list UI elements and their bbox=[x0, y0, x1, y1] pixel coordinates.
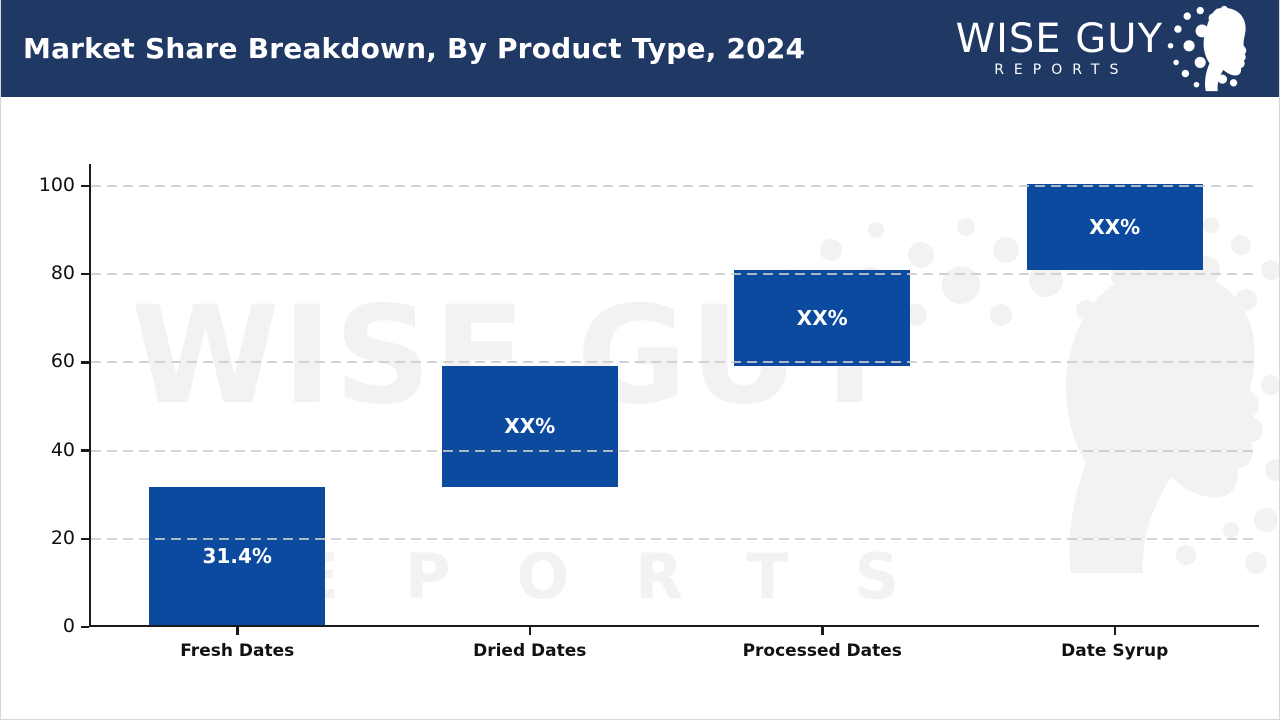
bar-dried-dates: XX% bbox=[441, 365, 618, 487]
bar-fresh-dates: 31.4% bbox=[149, 486, 326, 625]
logo-wordmark: WISE GUY bbox=[955, 16, 1163, 62]
y-tick-20 bbox=[81, 537, 89, 541]
gridline-40 bbox=[91, 449, 1259, 452]
x-category-label: Fresh Dates bbox=[180, 641, 295, 661]
y-tick-label: 100 bbox=[38, 174, 75, 196]
gridline-100 bbox=[91, 185, 1259, 187]
gridline-80 bbox=[91, 273, 1259, 276]
chart-plot-area: 0 20 40 60 80 100 31.4% Fresh Dates XX% Dried Dat… bbox=[39, 164, 1259, 661]
y-tick-label: 80 bbox=[50, 262, 75, 285]
y-tick-label: 60 bbox=[50, 350, 75, 373]
gridline-20 bbox=[91, 537, 1259, 540]
x-category-label: Dried Dates bbox=[473, 641, 587, 661]
x-tick-1 bbox=[236, 627, 239, 635]
y-tick-40 bbox=[81, 449, 89, 452]
bar-value-label: 31.4% bbox=[202, 543, 272, 568]
bar-value-label: XX% bbox=[504, 414, 556, 439]
x-tick-3 bbox=[821, 627, 824, 635]
bar-value-label: XX% bbox=[796, 305, 848, 330]
y-tick-80 bbox=[81, 272, 89, 276]
gridline-60 bbox=[91, 361, 1259, 364]
y-tick-100 bbox=[81, 184, 89, 188]
bar-date-syrup: XX% bbox=[1026, 184, 1203, 270]
x-tick-4 bbox=[1113, 627, 1116, 635]
wise-guy-logo: WISE GUY REPORTS bbox=[956, 5, 1253, 93]
y-tick-0 bbox=[81, 625, 89, 629]
bar-value-label: XX% bbox=[1089, 215, 1141, 239]
y-tick-label: 0 bbox=[62, 615, 75, 637]
page-title: Market Share Breakdown, By Product Type,… bbox=[23, 32, 806, 65]
header-bar: Market Share Breakdown, By Product Type,… bbox=[1, 0, 1279, 97]
y-tick-label: 20 bbox=[50, 526, 75, 549]
x-tick-2 bbox=[528, 627, 531, 635]
logo-subtext: REPORTS bbox=[994, 62, 1129, 78]
wise-guy-head-icon bbox=[1167, 5, 1247, 91]
x-category-label: Date Syrup bbox=[1061, 641, 1169, 661]
y-tick-60 bbox=[81, 361, 89, 364]
x-category-label: Processed Dates bbox=[742, 641, 902, 661]
y-tick-label: 40 bbox=[50, 438, 75, 461]
logo-text: WISE GUY REPORTS bbox=[956, 19, 1163, 78]
bar-processed-dates: XX% bbox=[734, 270, 911, 366]
